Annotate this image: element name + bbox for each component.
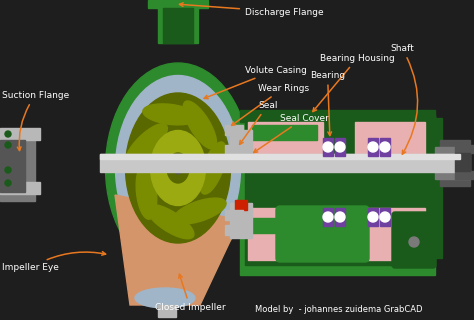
Bar <box>252 125 317 140</box>
Bar <box>323 208 333 226</box>
Bar <box>245 122 430 207</box>
Circle shape <box>368 142 378 152</box>
Bar <box>252 218 317 233</box>
Ellipse shape <box>173 198 226 224</box>
Bar <box>235 155 247 165</box>
Text: Discharge Flange: Discharge Flange <box>180 3 324 17</box>
Bar <box>225 145 243 155</box>
Ellipse shape <box>126 124 167 164</box>
Text: Impeller Eye: Impeller Eye <box>2 252 106 273</box>
Bar <box>230 203 252 238</box>
Ellipse shape <box>174 162 182 174</box>
Circle shape <box>380 142 390 152</box>
Text: Seal Cover: Seal Cover <box>254 114 329 152</box>
Ellipse shape <box>116 76 240 260</box>
Bar <box>380 138 390 156</box>
Bar <box>368 138 378 156</box>
Bar <box>335 208 345 226</box>
Circle shape <box>335 142 345 152</box>
Ellipse shape <box>151 131 206 205</box>
Bar <box>163 8 193 43</box>
FancyBboxPatch shape <box>392 212 436 268</box>
Bar <box>240 203 435 215</box>
Ellipse shape <box>135 288 195 308</box>
Bar <box>245 208 430 265</box>
Bar <box>368 208 378 226</box>
Circle shape <box>5 180 11 186</box>
Circle shape <box>380 212 390 222</box>
Bar <box>430 118 442 258</box>
Bar <box>355 208 425 260</box>
Bar <box>235 200 247 210</box>
Ellipse shape <box>106 63 250 273</box>
Text: Suction Flange: Suction Flange <box>2 91 69 150</box>
Bar <box>240 110 435 122</box>
Bar <box>248 208 323 260</box>
Bar <box>455 171 474 179</box>
Bar <box>158 8 198 43</box>
Ellipse shape <box>200 142 226 194</box>
Bar <box>0 140 25 192</box>
FancyBboxPatch shape <box>276 206 369 262</box>
Ellipse shape <box>146 204 194 239</box>
Bar <box>248 122 323 160</box>
Circle shape <box>323 142 333 152</box>
Bar <box>335 138 345 156</box>
Circle shape <box>335 212 345 222</box>
Ellipse shape <box>136 164 157 219</box>
Circle shape <box>323 212 333 222</box>
Text: Seal: Seal <box>240 100 277 144</box>
Bar <box>380 208 390 226</box>
Bar <box>0 128 40 140</box>
Bar <box>225 210 243 220</box>
Bar <box>455 153 470 171</box>
Ellipse shape <box>130 95 226 241</box>
Text: Wear Rings: Wear Rings <box>232 84 309 125</box>
Text: Bearing: Bearing <box>310 70 345 135</box>
Circle shape <box>5 142 11 148</box>
Bar <box>148 0 208 8</box>
Ellipse shape <box>183 101 217 149</box>
Text: Model by  - johannes zuidema GrabCAD: Model by - johannes zuidema GrabCAD <box>255 306 422 315</box>
Ellipse shape <box>167 153 189 183</box>
Bar <box>225 125 243 135</box>
Bar <box>158 305 176 317</box>
Bar <box>435 147 470 179</box>
Bar <box>225 225 243 235</box>
Bar <box>100 154 460 159</box>
Bar <box>455 145 474 153</box>
Circle shape <box>5 131 11 137</box>
Text: Bearing Housing: Bearing Housing <box>313 53 395 112</box>
Ellipse shape <box>126 93 230 243</box>
Bar <box>240 115 435 275</box>
Bar <box>0 133 35 201</box>
Polygon shape <box>115 195 240 305</box>
Circle shape <box>409 237 419 247</box>
Ellipse shape <box>143 104 198 125</box>
Bar <box>323 138 333 156</box>
Bar <box>230 130 252 165</box>
Bar <box>0 182 40 194</box>
Ellipse shape <box>137 273 192 308</box>
Text: Volute Casing: Volute Casing <box>204 66 307 99</box>
Text: Closed Impeller: Closed Impeller <box>155 274 226 313</box>
Text: Shaft: Shaft <box>390 44 418 154</box>
Bar <box>440 140 470 186</box>
Circle shape <box>368 212 378 222</box>
Bar <box>355 122 425 160</box>
Circle shape <box>5 167 11 173</box>
Bar <box>100 154 460 172</box>
